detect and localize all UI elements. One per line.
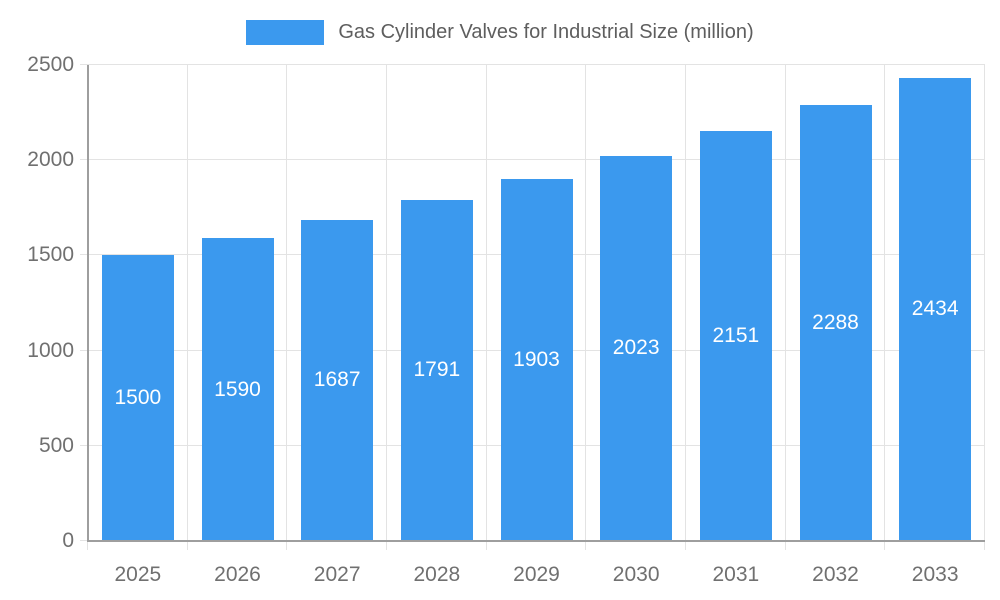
y-tick-label: 1000 xyxy=(27,338,74,362)
x-tick-mark xyxy=(186,541,188,550)
y-tick-mark xyxy=(80,540,88,541)
y-tick-mark xyxy=(80,159,88,161)
bar-value-label: 2434 xyxy=(911,297,959,321)
x-tick-label: 2028 xyxy=(413,563,461,586)
gridline-vertical xyxy=(585,65,587,541)
y-tick-label: 1500 xyxy=(27,243,74,267)
gridline-vertical xyxy=(984,65,985,541)
bar-value-label: 2023 xyxy=(612,336,660,360)
y-tick-mark xyxy=(80,254,88,256)
x-tick-mark xyxy=(485,541,487,550)
bar-value-label: 1903 xyxy=(513,347,560,371)
bar-value-label: 1791 xyxy=(413,358,461,382)
gridline-horizontal xyxy=(88,159,985,161)
gridline-vertical xyxy=(386,65,387,541)
x-tick-label: 2025 xyxy=(114,563,162,586)
x-tick-mark xyxy=(386,541,387,550)
gridline-vertical xyxy=(485,65,487,541)
chart-title: Gas Cylinder Valves for Industrial Size … xyxy=(338,20,754,43)
bar[interactable] xyxy=(799,105,872,541)
x-tick-mark xyxy=(784,541,786,550)
y-axis-line xyxy=(87,65,89,541)
gridline-vertical xyxy=(286,65,288,541)
x-tick-mark xyxy=(87,541,88,550)
chart-legend[interactable]: Gas Cylinder Valves for Industrial Size … xyxy=(0,17,1000,47)
bar-value-label: 1590 xyxy=(214,377,261,401)
bar[interactable] xyxy=(600,155,673,541)
gridline-horizontal xyxy=(88,64,985,65)
y-tick-label: 2500 xyxy=(27,53,74,76)
x-tick-label: 2026 xyxy=(214,563,261,586)
x-tick-label: 2032 xyxy=(812,563,859,586)
legend-swatch xyxy=(246,19,325,45)
bar[interactable] xyxy=(400,199,473,541)
gridline-vertical xyxy=(186,65,188,541)
bar[interactable] xyxy=(101,255,174,541)
y-tick-label: 500 xyxy=(38,433,74,457)
x-tick-mark xyxy=(685,541,686,550)
gridline-vertical xyxy=(685,65,686,541)
x-tick-mark xyxy=(286,541,288,550)
x-tick-mark xyxy=(585,541,587,550)
bar[interactable] xyxy=(699,131,772,541)
bar-value-label: 1687 xyxy=(313,368,361,392)
bar[interactable] xyxy=(301,219,374,541)
y-tick-label: 0 xyxy=(62,529,74,552)
x-tick-label: 2030 xyxy=(612,563,660,586)
y-tick-label: 2000 xyxy=(27,148,74,172)
bar[interactable] xyxy=(201,238,274,541)
y-tick-mark xyxy=(80,349,88,351)
gridline-vertical xyxy=(784,65,786,541)
x-tick-label: 2031 xyxy=(712,563,760,586)
x-tick-label: 2033 xyxy=(911,563,959,586)
bar-value-label: 2288 xyxy=(812,311,859,335)
x-tick-label: 2027 xyxy=(313,563,361,586)
x-tick-mark xyxy=(884,541,886,550)
x-tick-label: 2029 xyxy=(513,563,560,586)
x-axis-line xyxy=(87,540,985,542)
bar[interactable] xyxy=(899,77,972,541)
y-tick-mark xyxy=(80,64,88,65)
bar-value-label: 2151 xyxy=(712,324,760,348)
gridline-vertical xyxy=(884,65,886,541)
y-tick-mark xyxy=(80,444,88,446)
bar-value-label: 1500 xyxy=(114,386,162,410)
x-tick-mark xyxy=(984,541,985,550)
bar[interactable] xyxy=(500,178,573,541)
